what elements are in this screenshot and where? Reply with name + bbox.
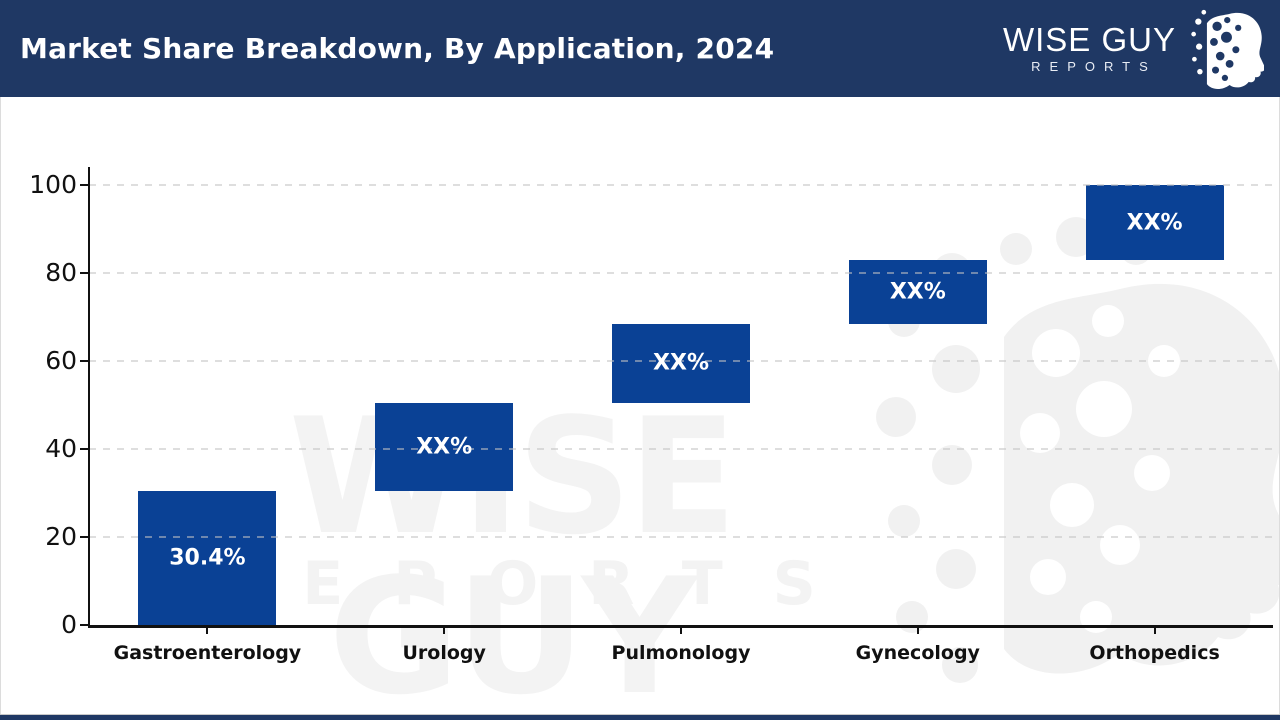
watermark-subtitle: REPORTS [206,549,866,619]
y-tick-60 [80,360,89,362]
chart-plot-area: WISE GUY REPORTS 02040608010030.4%Gastro… [0,97,1280,714]
x-axis-spine [88,625,1273,628]
logo-wordmark: WISE GUY [1002,21,1176,58]
logo-text: WISE GUY REPORTS [1003,23,1176,74]
x-tick-gynecology [916,625,919,634]
header-bar: Market Share Breakdown, By Application, … [0,0,1280,97]
y-tick-100 [80,184,89,186]
bar-gynecology [848,260,987,325]
x-tick-orthopedics [1153,625,1156,634]
bar-value-label-pulmonology: XX% [653,350,709,376]
gridline-y-80 [89,272,1273,274]
gridline-y-100 [89,184,1273,186]
bar-pulmonology [612,324,750,403]
bar-orthopedics [1085,185,1224,261]
y-tick-label-80: 80 [45,258,77,287]
bar-gastroenterology [138,491,277,625]
y-axis-spine [88,167,90,628]
bar-value-label-gastroenterology: 30.4% [169,545,246,571]
gridline-y-60 [89,360,1273,362]
y-tick-80 [80,272,89,274]
bar-value-label-orthopedics: XX% [1126,210,1183,236]
x-tick-pulmonology [680,625,682,634]
y-tick-label-20: 20 [45,522,77,551]
y-tick-0 [80,624,89,626]
logo-head-icon [1191,9,1264,89]
y-tick-label-0: 0 [61,610,77,639]
bar-value-label-gynecology: XX% [889,279,946,305]
x-category-label-pulmonology: Pulmonology [611,642,751,664]
y-tick-40 [80,448,89,450]
x-category-label-urology: Urology [402,642,486,664]
wise-guy-reports-logo: WISE GUY REPORTS [1003,6,1266,92]
x-category-label-orthopedics: Orthopedics [1089,642,1220,664]
x-tick-gastroenterology [206,625,209,634]
gridline-y-40 [89,448,1273,450]
y-tick-label-100: 100 [29,170,77,199]
y-tick-label-60: 60 [45,346,77,375]
gridline-y-20 [89,536,1273,538]
bar-urology [375,402,514,492]
footer-accent-strip [0,714,1280,720]
logo-subtitle: REPORTS [1031,59,1157,74]
y-tick-20 [80,536,89,538]
y-tick-label-40: 40 [45,434,77,463]
x-category-label-gynecology: Gynecology [855,642,980,664]
page-title: Market Share Breakdown, By Application, … [20,32,775,65]
x-tick-urology [443,625,446,634]
x-category-label-gastroenterology: Gastroenterology [113,642,302,664]
bar-value-label-urology: XX% [416,434,473,460]
